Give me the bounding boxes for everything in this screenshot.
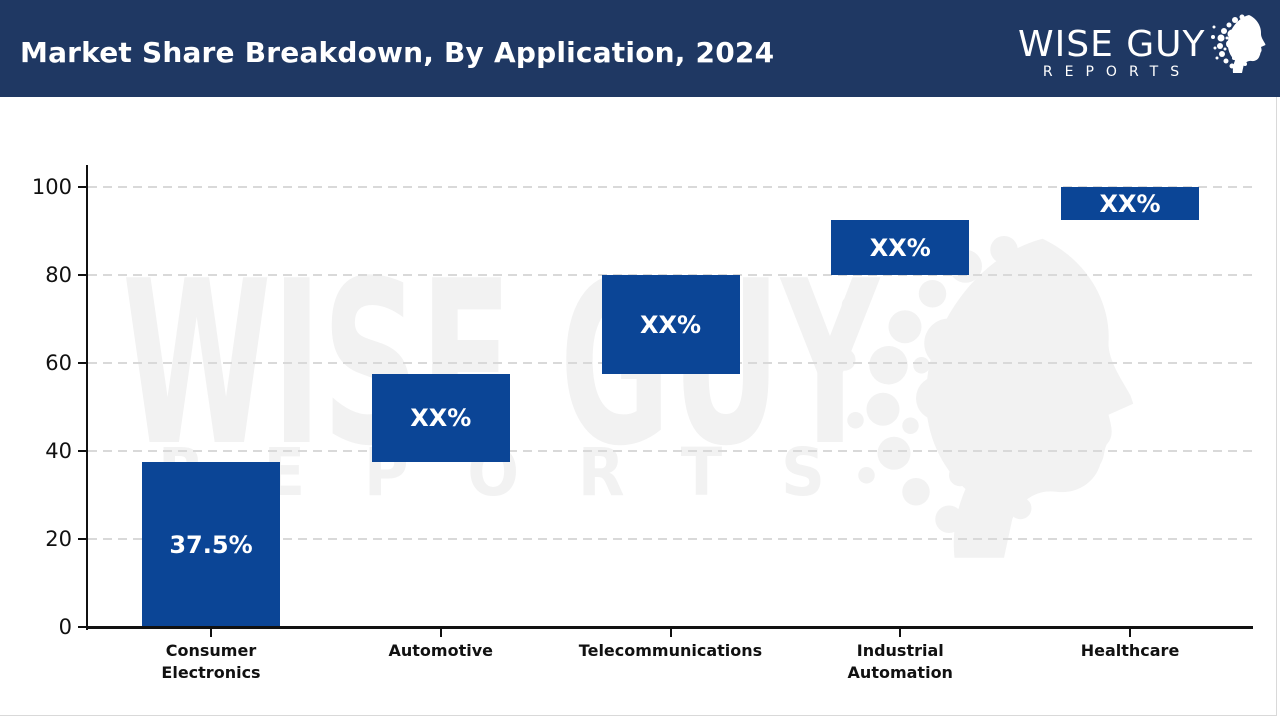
y-tick-100 (78, 186, 86, 188)
bar-value-label-5: XX% (1099, 189, 1161, 218)
header-band: Market Share Breakdown, By Application, … (0, 0, 1280, 97)
category-label-4: Industrial Automation (847, 641, 953, 682)
category-label-2: Automotive (388, 641, 494, 660)
y-tick-label-60: 60 (45, 351, 72, 375)
x-axis-line (86, 626, 1253, 629)
bar-value-label-1: 37.5% (169, 530, 253, 559)
y-tick-0 (78, 626, 86, 628)
figure-right-border (1276, 97, 1277, 715)
gridline-y100 (88, 186, 1253, 188)
bar-5: XX% (1061, 187, 1199, 220)
category-label-1: Consumer Electronics (161, 641, 261, 682)
x-tick-5 (1129, 629, 1131, 637)
bar-1: 37.5% (142, 462, 280, 627)
brand-tagline: REPORTS (1042, 64, 1192, 80)
y-tick-label-40: 40 (45, 439, 72, 463)
wiseguy-face-icon (1211, 14, 1266, 73)
bar-value-label-3: XX% (639, 310, 702, 339)
bar-value-label-4: XX% (869, 233, 931, 262)
y-tick-60 (78, 362, 86, 364)
bar-4: XX% (831, 220, 970, 275)
x-tick-3 (669, 629, 672, 637)
category-label-5: Healthcare (1080, 641, 1180, 660)
gridline-y20 (88, 538, 1253, 540)
y-tick-80 (78, 274, 86, 276)
y-tick-label-20: 20 (45, 527, 72, 551)
y-tick-label-100: 100 (31, 175, 72, 199)
category-label-3: Telecommunications (578, 641, 763, 660)
y-tick-label-80: 80 (45, 263, 72, 287)
bar-3: XX% (601, 275, 740, 374)
figure-bottom-border (0, 715, 1277, 716)
y-tick-label-0: 0 (58, 615, 72, 639)
x-tick-1 (210, 629, 212, 637)
page-title: Market Share Breakdown, By Application, … (20, 36, 775, 69)
brand-name: WISE GUY (1018, 24, 1206, 65)
y-tick-40 (78, 450, 86, 452)
x-tick-4 (899, 629, 902, 637)
gridline-y40 (88, 450, 1253, 452)
brand-logo: WISE GUY REPORTS (1018, 6, 1270, 92)
bar-value-label-2: XX% (410, 404, 472, 432)
bar-2: XX% (371, 374, 510, 462)
x-tick-2 (439, 629, 442, 637)
y-axis-line (86, 165, 88, 630)
y-tick-20 (78, 538, 86, 540)
